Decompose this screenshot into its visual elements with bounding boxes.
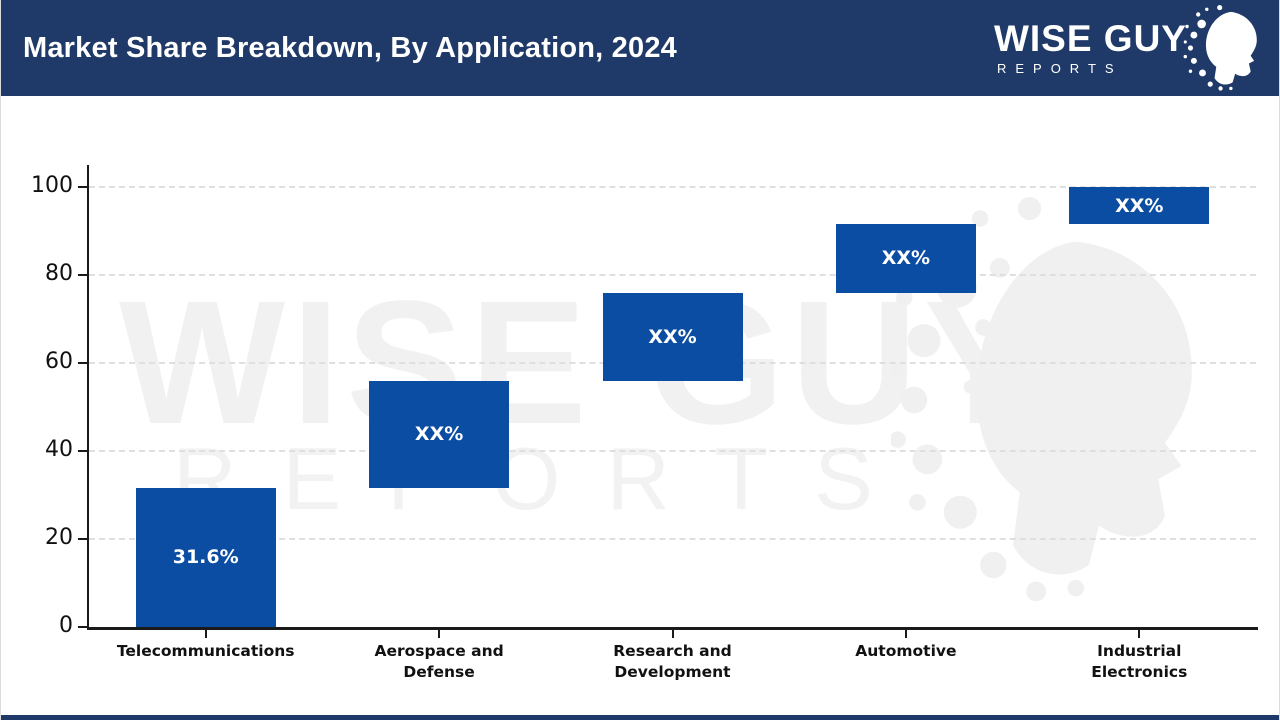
x-category-label: Automotive: [855, 642, 957, 660]
logo-subtext: REPORTS: [996, 60, 1123, 76]
gridline: [89, 274, 1256, 276]
footer-bar: [1, 715, 1279, 720]
bar-value-label: XX%: [881, 247, 931, 270]
bar-value-label: 31.6%: [172, 546, 239, 569]
gridline: [89, 538, 1256, 540]
y-tick: [78, 450, 87, 452]
bar-segment: XX%: [369, 380, 510, 488]
x-axis-line: [87, 627, 1258, 630]
y-tick: [78, 186, 87, 188]
x-category-label: Telecommunications: [116, 642, 295, 660]
bar-value-label: XX%: [414, 423, 464, 446]
logo-face-icon: [1183, 5, 1257, 91]
watermark-subtext: REPORTS: [173, 429, 919, 528]
x-category-label: Research and Development: [613, 642, 732, 681]
bar-value-label: XX%: [648, 325, 697, 348]
bar-segment: XX%: [602, 292, 743, 381]
y-tick-label: 40: [45, 437, 73, 462]
bar-value-label: XX%: [1115, 194, 1164, 217]
y-tick: [78, 274, 87, 276]
x-category-label: Industrial Electronics: [1091, 642, 1188, 681]
logo-text: WISE GUY REPORTS: [993, 18, 1187, 76]
y-axis-line: [87, 165, 89, 630]
y-tick-label: 60: [45, 349, 73, 374]
y-tick: [78, 626, 87, 628]
header-bar: Market Share Breakdown, By Application, …: [1, 0, 1279, 96]
bar-segment: XX%: [835, 224, 976, 293]
y-tick: [78, 362, 87, 364]
y-tick-label: 20: [45, 525, 73, 550]
gridline: [89, 186, 1256, 188]
x-tick: [671, 630, 674, 638]
logo-wordmark: WISE GUY: [993, 18, 1187, 60]
x-tick: [204, 630, 207, 638]
x-tick: [1138, 630, 1141, 638]
wiseguy-logo: WISE GUY REPORTS: [993, 5, 1279, 91]
x-tick: [904, 630, 907, 638]
y-tick-label: 100: [31, 173, 73, 198]
x-tick: [438, 630, 441, 638]
bar-segment: XX%: [1069, 187, 1210, 225]
y-tick-label: 80: [45, 261, 73, 286]
bar-segment: 31.6%: [135, 487, 276, 627]
y-tick-label: 0: [59, 613, 73, 638]
y-tick: [78, 538, 87, 540]
x-category-label: Aerospace and Defense: [374, 642, 504, 681]
page-title: Market Share Breakdown, By Application, …: [23, 31, 677, 64]
gridline: [89, 450, 1256, 452]
